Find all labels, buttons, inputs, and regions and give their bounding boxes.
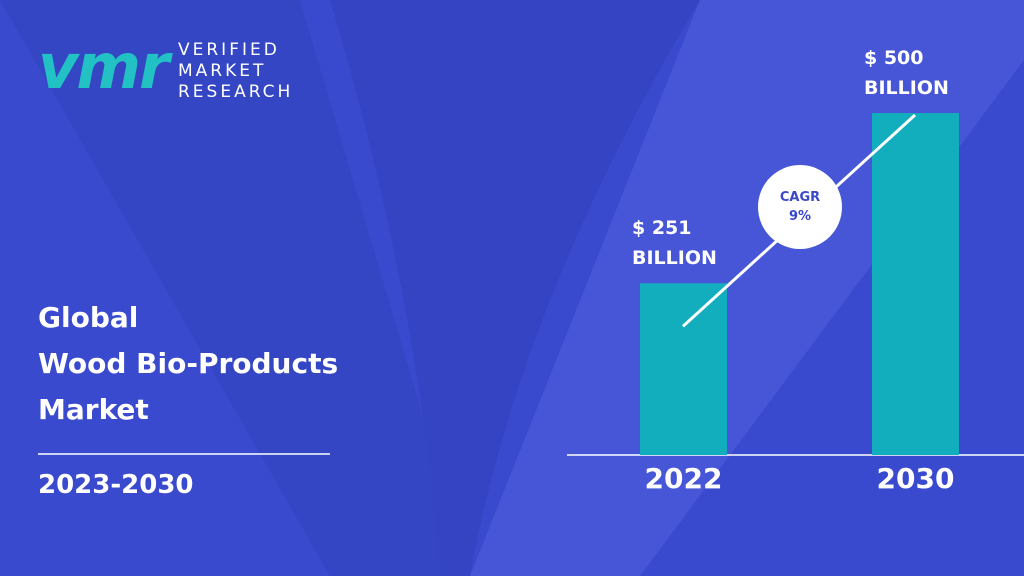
value-label: $ 251 BILLION: [632, 217, 717, 270]
title-line: Wood Bio-Products: [38, 347, 339, 380]
cagr-text: CAGR 9%: [758, 188, 842, 226]
logo-line: VERIFIED: [178, 40, 280, 60]
bg-shape: [330, 0, 700, 576]
logo-line: MARKET: [178, 61, 267, 81]
logo-line: RESEARCH: [178, 82, 294, 102]
period: 2023-2030: [38, 470, 194, 500]
bar: [640, 283, 727, 455]
cagr-value: 9%: [788, 209, 812, 224]
cagr-badge: [758, 165, 842, 249]
logo-text: VERIFIED MARKET RESEARCH: [178, 40, 293, 103]
title-line: Market: [38, 393, 149, 426]
title-line: Global: [38, 301, 139, 334]
x-tick-label: 2022: [644, 462, 723, 495]
value-label: $ 500 BILLION: [864, 47, 949, 99]
cagr-title: CAGR: [779, 190, 821, 205]
bar: [872, 113, 959, 455]
logo-mark: vmr: [38, 30, 170, 103]
title: Global Wood Bio-Products Market: [38, 295, 338, 433]
x-tick-label: 2030: [876, 462, 955, 495]
bg-shape: [0, 0, 470, 576]
